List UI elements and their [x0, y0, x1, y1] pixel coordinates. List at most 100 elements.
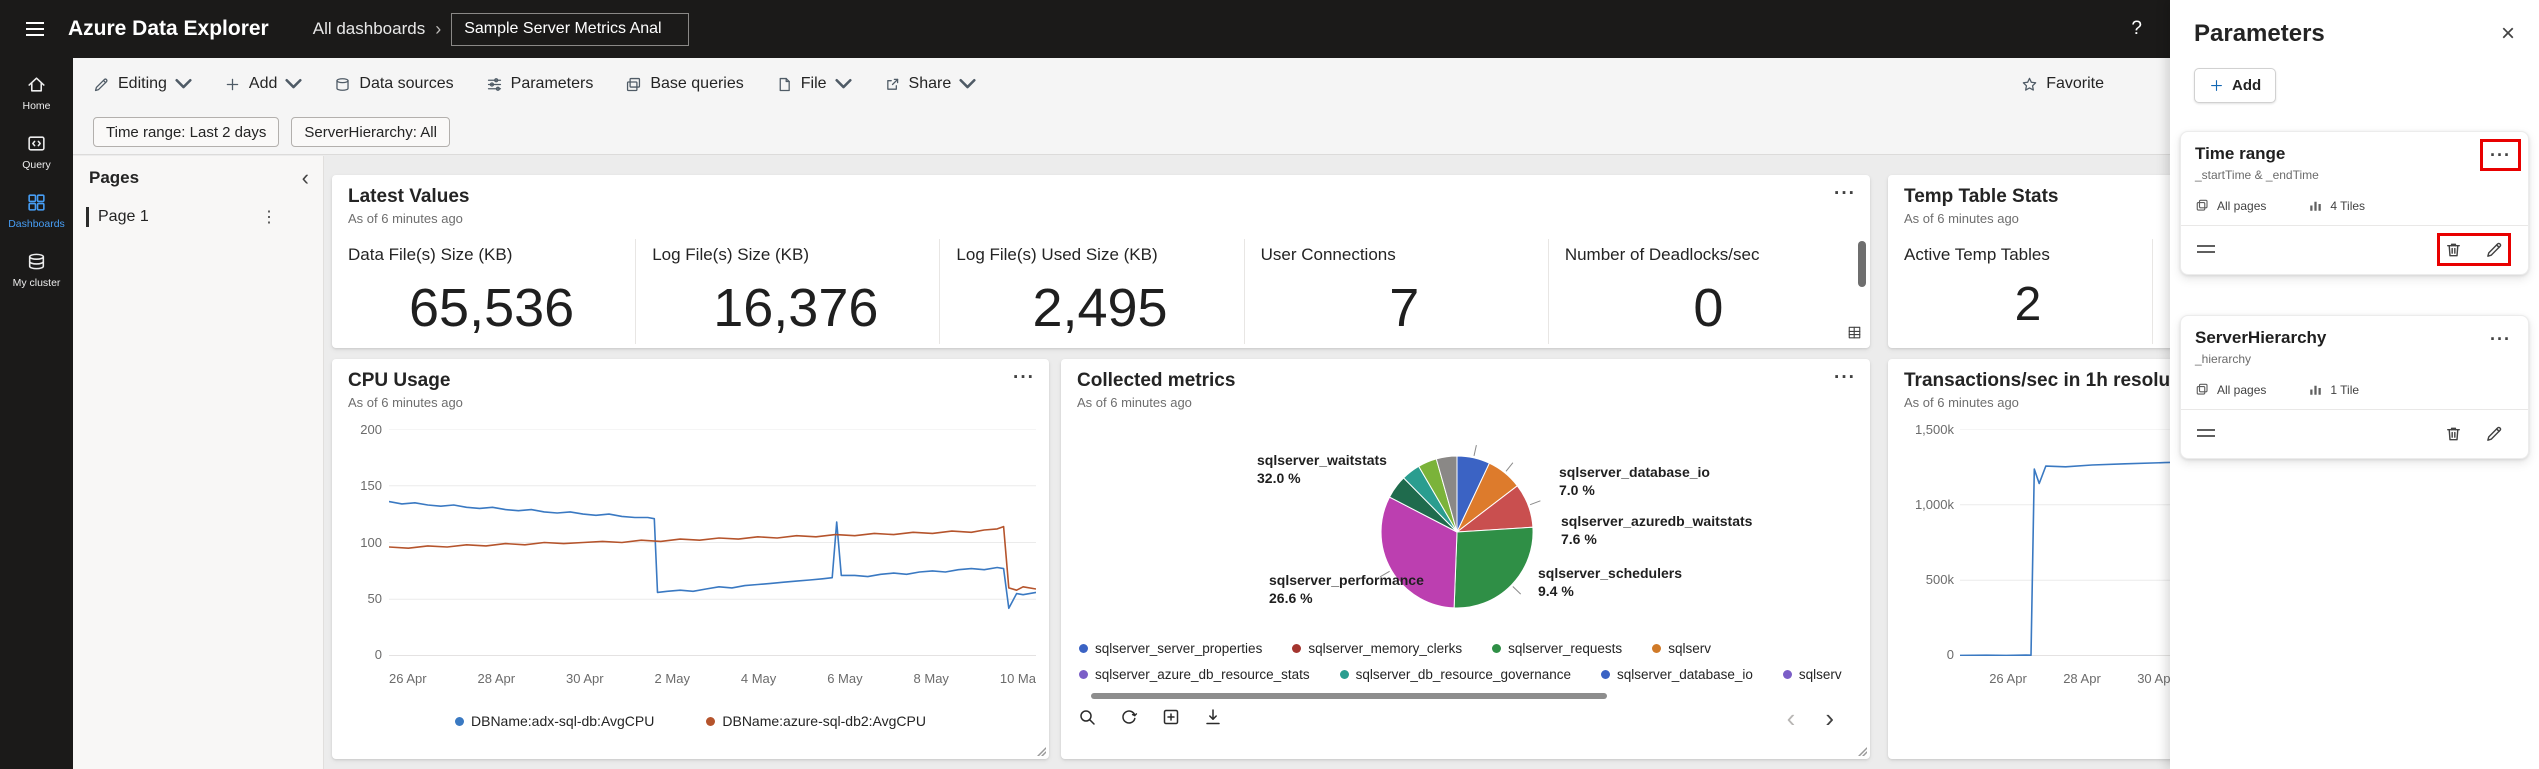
chevron-right-icon[interactable]: ›	[1825, 703, 1834, 733]
sliders-icon	[487, 77, 501, 91]
search-icon[interactable]	[1077, 707, 1097, 727]
stat-label: User Connections	[1260, 245, 1396, 264]
cpu-line-chart[interactable]	[389, 429, 1036, 656]
toolbar-favorite[interactable]: Favorite	[2021, 75, 2104, 93]
stat-cell: Data File(s) Size (KB) 65,536	[332, 239, 635, 344]
refresh-icon[interactable]	[1119, 707, 1139, 727]
close-icon[interactable]: ×	[2500, 20, 2515, 47]
legend-item[interactable]: sqlserv	[1782, 667, 1842, 682]
y-axis-labels: 200 150 100 50 0	[332, 422, 382, 662]
toolbar-file-label: File	[800, 75, 827, 92]
legend-dot	[1079, 670, 1088, 679]
x-tick: 8 May	[913, 671, 949, 686]
query-icon	[28, 136, 45, 151]
filter-pill-server-hierarchy[interactable]: ServerHierarchy: All	[291, 117, 450, 147]
legend-item[interactable]: sqlserver_database_io	[1601, 667, 1753, 682]
table-view-icon[interactable]	[1847, 325, 1862, 340]
pages-panel: Pages ‹ Page 1 ⋮	[73, 156, 324, 769]
legend-label: sqlserver_db_resource_governance	[1355, 667, 1572, 682]
more-icon[interactable]: ···	[2490, 329, 2511, 349]
legend-dot	[706, 716, 716, 726]
more-icon[interactable]: ···	[1834, 367, 1856, 388]
x-tick: 6 May	[827, 671, 863, 686]
collapse-panel-icon[interactable]: ‹	[301, 165, 309, 190]
chevron-down-icon	[834, 78, 852, 88]
sidebar-item-query[interactable]: Query	[0, 133, 73, 171]
tile-latest-values: Latest Values As of 6 minutes ago ··· Da…	[332, 175, 1870, 348]
toolbar-add-label: Add	[248, 75, 278, 92]
dashboard-name-input[interactable]: Sample Server Metrics Anal	[451, 12, 690, 46]
parameter-pages-scope: All pages	[2195, 382, 2266, 397]
legend-label: DBName:adx-sql-db:AvgCPU	[471, 713, 655, 729]
legend-item[interactable]: DBName:adx-sql-db:AvgCPU	[455, 713, 654, 729]
tile-title: Transactions/sec in 1h resolution	[1904, 370, 2170, 391]
sidebar-item-label: Home	[22, 100, 51, 112]
more-icon[interactable]: ···	[2480, 139, 2521, 171]
toolbar-editing[interactable]: Editing	[93, 75, 192, 93]
database-icon	[336, 77, 350, 91]
dashboards-icon	[28, 194, 45, 211]
more-icon[interactable]: ···	[1013, 367, 1035, 388]
delete-icon[interactable]	[2444, 424, 2463, 443]
pie-callout: sqlserver_database_io 7.0 %	[1559, 464, 1710, 499]
parameters-panel-title: Parameters	[2194, 20, 2325, 47]
help-icon[interactable]: ?	[2131, 18, 2142, 39]
file-icon	[779, 77, 790, 91]
legend-item[interactable]: sqlserver_requests	[1492, 641, 1622, 656]
toolbar-add[interactable]: Add	[224, 75, 302, 93]
drag-handle[interactable]	[2197, 429, 2215, 437]
x-tick: 28 Apr	[477, 671, 516, 686]
legend-dot	[1492, 644, 1502, 653]
chart-legend-row: sqlserver_server_properties sqlserver_me…	[1079, 641, 1711, 656]
stat-value: 2,495	[1032, 278, 1168, 338]
toolbar-data-sources[interactable]: Data sources	[334, 75, 454, 93]
vertical-scrollbar-thumb[interactable]	[1858, 241, 1866, 287]
toolbar-parameters[interactable]: Parameters	[486, 75, 593, 93]
delete-icon[interactable]	[2444, 240, 2463, 259]
tiles-count-label: 1 Tile	[2330, 382, 2360, 397]
add-box-icon[interactable]	[1161, 707, 1181, 727]
sidebar-item-my-cluster[interactable]: My cluster	[0, 251, 73, 289]
legend-item[interactable]: sqlserver_server_properties	[1079, 641, 1262, 656]
legend-item[interactable]: sqlserver_memory_clerks	[1292, 641, 1462, 656]
more-icon[interactable]: ···	[1834, 183, 1856, 204]
hamburger-menu-icon[interactable]	[22, 18, 48, 40]
tile-cpu-usage: CPU Usage As of 6 minutes ago ··· 200 15…	[332, 359, 1049, 759]
drag-handle[interactable]	[2197, 245, 2215, 253]
legend-item[interactable]: DBName:azure-sql-db2:AvgCPU	[706, 713, 926, 729]
toolbar-base-queries[interactable]: Base queries	[625, 75, 744, 93]
edit-icon[interactable]	[2485, 240, 2504, 259]
filter-pill-time-range[interactable]: Time range: Last 2 days	[93, 117, 280, 147]
horizontal-scrollbar-thumb[interactable]	[1091, 693, 1607, 699]
toolbar-file[interactable]: File	[776, 75, 852, 93]
pie-callout: sqlserver_azuredb_waitstats 7.6 %	[1561, 513, 1753, 548]
legend-item[interactable]: sqlserver_azure_db_resource_stats	[1079, 667, 1310, 682]
page-item-page-1[interactable]: Page 1 ⋮	[73, 200, 323, 234]
app-title: Azure Data Explorer	[68, 17, 269, 40]
stat-label: Log File(s) Size (KB)	[652, 245, 810, 264]
sidebar-item-home[interactable]: Home	[0, 74, 73, 112]
parameter-variables: _hierarchy	[2195, 352, 2252, 366]
tiles-chart-icon	[2310, 201, 2322, 211]
page-item-menu-icon[interactable]: ⋮	[261, 209, 277, 226]
toolbar-share[interactable]: Share	[884, 75, 977, 93]
chevron-down-icon	[285, 78, 302, 88]
add-parameter-button[interactable]: Add	[2194, 68, 2277, 103]
breadcrumb-all-dashboards[interactable]: All dashboards	[312, 19, 426, 38]
resize-handle-icon[interactable]	[1036, 746, 1046, 756]
transactions-line-chart[interactable]	[1960, 429, 2170, 656]
x-tick: 28 Apr	[2063, 671, 2101, 686]
stat-value: 65,536	[409, 278, 575, 338]
pie-chart[interactable]	[1362, 437, 1552, 627]
sidebar-item-label: Query	[22, 159, 51, 171]
y-tick: 50	[367, 590, 382, 606]
download-icon[interactable]	[1203, 707, 1223, 727]
sidebar-item-dashboards[interactable]: Dashboards	[0, 192, 73, 230]
edit-icon[interactable]	[2485, 424, 2504, 443]
parameter-card-server-hierarchy: ServerHierarchy _hierarchy ··· All pages…	[2180, 315, 2529, 459]
legend-item[interactable]: sqlserv	[1652, 641, 1711, 656]
legend-item[interactable]: sqlserver_db_resource_governance	[1339, 667, 1572, 682]
chevron-left-icon[interactable]: ‹	[1786, 703, 1796, 733]
legend-dot	[1339, 670, 1349, 679]
resize-handle-icon[interactable]	[1857, 746, 1867, 756]
